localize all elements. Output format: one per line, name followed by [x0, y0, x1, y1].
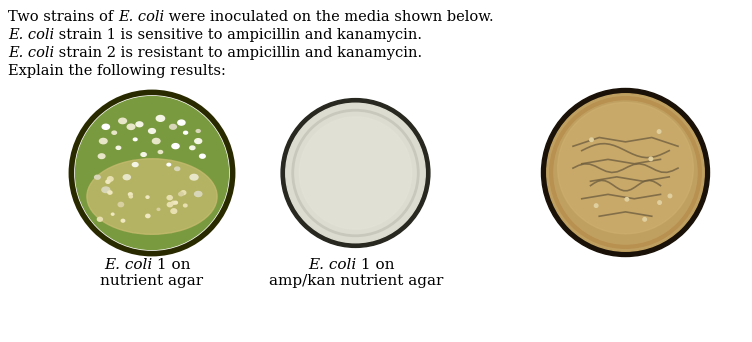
Ellipse shape	[118, 202, 123, 207]
Ellipse shape	[183, 204, 187, 207]
Ellipse shape	[167, 196, 172, 200]
Text: E. coli: E. coli	[118, 10, 164, 24]
Ellipse shape	[649, 157, 653, 161]
Ellipse shape	[281, 98, 430, 247]
Text: E. coli: E. coli	[8, 28, 54, 42]
Text: E. coli: E. coli	[8, 46, 54, 60]
Ellipse shape	[149, 129, 156, 133]
Ellipse shape	[132, 162, 138, 167]
Ellipse shape	[99, 154, 105, 158]
Ellipse shape	[658, 201, 661, 204]
Ellipse shape	[99, 139, 107, 144]
Ellipse shape	[108, 191, 112, 194]
Text: 1 on: 1 on	[356, 258, 395, 272]
Ellipse shape	[171, 209, 177, 213]
Ellipse shape	[127, 124, 135, 129]
Ellipse shape	[111, 213, 114, 215]
Ellipse shape	[199, 154, 205, 158]
Text: 1 on: 1 on	[152, 258, 190, 272]
Ellipse shape	[167, 202, 172, 207]
Ellipse shape	[174, 167, 180, 171]
Ellipse shape	[108, 177, 113, 181]
Ellipse shape	[195, 139, 202, 144]
Text: amp/kan nutrient agar: amp/kan nutrient agar	[268, 274, 443, 288]
Ellipse shape	[123, 175, 130, 180]
Ellipse shape	[172, 144, 179, 149]
Ellipse shape	[171, 201, 175, 204]
Text: nutrient agar: nutrient agar	[101, 274, 204, 288]
Ellipse shape	[594, 204, 598, 207]
Ellipse shape	[299, 117, 411, 229]
Ellipse shape	[158, 150, 162, 154]
Ellipse shape	[590, 138, 593, 142]
Ellipse shape	[286, 103, 425, 243]
Ellipse shape	[133, 138, 137, 141]
Text: E. coli: E. coli	[308, 258, 356, 272]
Ellipse shape	[190, 146, 195, 149]
Ellipse shape	[129, 193, 132, 196]
Ellipse shape	[643, 218, 647, 221]
Text: E. coli: E. coli	[104, 258, 152, 272]
Ellipse shape	[112, 131, 117, 134]
Ellipse shape	[177, 120, 185, 125]
Ellipse shape	[106, 180, 110, 183]
Ellipse shape	[196, 130, 200, 132]
Ellipse shape	[174, 201, 177, 204]
Text: were inoculated on the media shown below.: were inoculated on the media shown below…	[164, 10, 493, 24]
Text: Explain the following results:: Explain the following results:	[8, 64, 226, 78]
Ellipse shape	[179, 192, 183, 196]
Ellipse shape	[98, 217, 102, 221]
Ellipse shape	[669, 194, 672, 198]
Ellipse shape	[116, 146, 120, 149]
Ellipse shape	[121, 219, 125, 222]
Ellipse shape	[657, 130, 661, 133]
Ellipse shape	[87, 159, 217, 234]
Ellipse shape	[153, 139, 160, 144]
Ellipse shape	[102, 124, 110, 129]
Text: strain 1 is sensitive to ampicillin and kanamycin.: strain 1 is sensitive to ampicillin and …	[54, 28, 422, 42]
Ellipse shape	[547, 94, 705, 251]
Ellipse shape	[129, 195, 132, 198]
Text: Two strains of: Two strains of	[8, 10, 118, 24]
Ellipse shape	[141, 153, 146, 156]
Ellipse shape	[102, 187, 110, 193]
Ellipse shape	[146, 196, 149, 198]
Ellipse shape	[157, 208, 159, 210]
Ellipse shape	[167, 163, 171, 166]
Text: strain 2 is resistant to ampicillin and kanamycin.: strain 2 is resistant to ampicillin and …	[54, 46, 423, 60]
Ellipse shape	[181, 191, 186, 195]
Ellipse shape	[95, 175, 100, 179]
Ellipse shape	[75, 96, 229, 249]
Ellipse shape	[541, 89, 709, 256]
Ellipse shape	[558, 103, 693, 234]
Ellipse shape	[190, 174, 198, 180]
Ellipse shape	[625, 198, 629, 201]
Ellipse shape	[156, 116, 165, 121]
Ellipse shape	[136, 122, 143, 127]
Ellipse shape	[195, 192, 202, 197]
Ellipse shape	[119, 118, 126, 123]
Ellipse shape	[170, 124, 177, 129]
Ellipse shape	[146, 214, 150, 218]
Ellipse shape	[183, 131, 187, 134]
